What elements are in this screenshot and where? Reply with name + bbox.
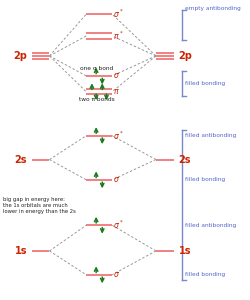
Text: $\sigma^*$: $\sigma^*$ xyxy=(113,8,124,20)
Text: two π bonds: two π bonds xyxy=(79,97,115,102)
Text: filled antibonding: filled antibonding xyxy=(185,223,236,228)
Text: 2p: 2p xyxy=(178,51,192,61)
Text: filled bonding: filled bonding xyxy=(185,272,225,277)
Text: filled bonding: filled bonding xyxy=(185,81,225,86)
Text: $\sigma$: $\sigma$ xyxy=(113,270,120,279)
Text: filled bonding: filled bonding xyxy=(185,177,225,182)
Text: 1s: 1s xyxy=(14,246,27,256)
Text: one σ bond: one σ bond xyxy=(80,66,114,70)
Text: $\sigma^*$: $\sigma^*$ xyxy=(113,219,124,232)
Text: $\pi^*$: $\pi^*$ xyxy=(113,30,124,42)
Text: 1s: 1s xyxy=(178,246,191,256)
Text: $\sigma$: $\sigma$ xyxy=(113,176,120,184)
Text: 2s: 2s xyxy=(14,154,27,165)
Text: 2p: 2p xyxy=(13,51,27,61)
Text: filled antibonding: filled antibonding xyxy=(185,133,236,138)
Text: $\sigma$: $\sigma$ xyxy=(113,71,120,80)
Text: $\sigma^*$: $\sigma^*$ xyxy=(113,130,124,142)
Text: 2s: 2s xyxy=(178,154,191,165)
Text: $\pi$: $\pi$ xyxy=(113,87,120,96)
Text: big gap in energy here:
the 1s orbitals are much
lower in energy than the 2s: big gap in energy here: the 1s orbitals … xyxy=(3,197,76,214)
Text: empty antibonding: empty antibonding xyxy=(185,6,240,11)
